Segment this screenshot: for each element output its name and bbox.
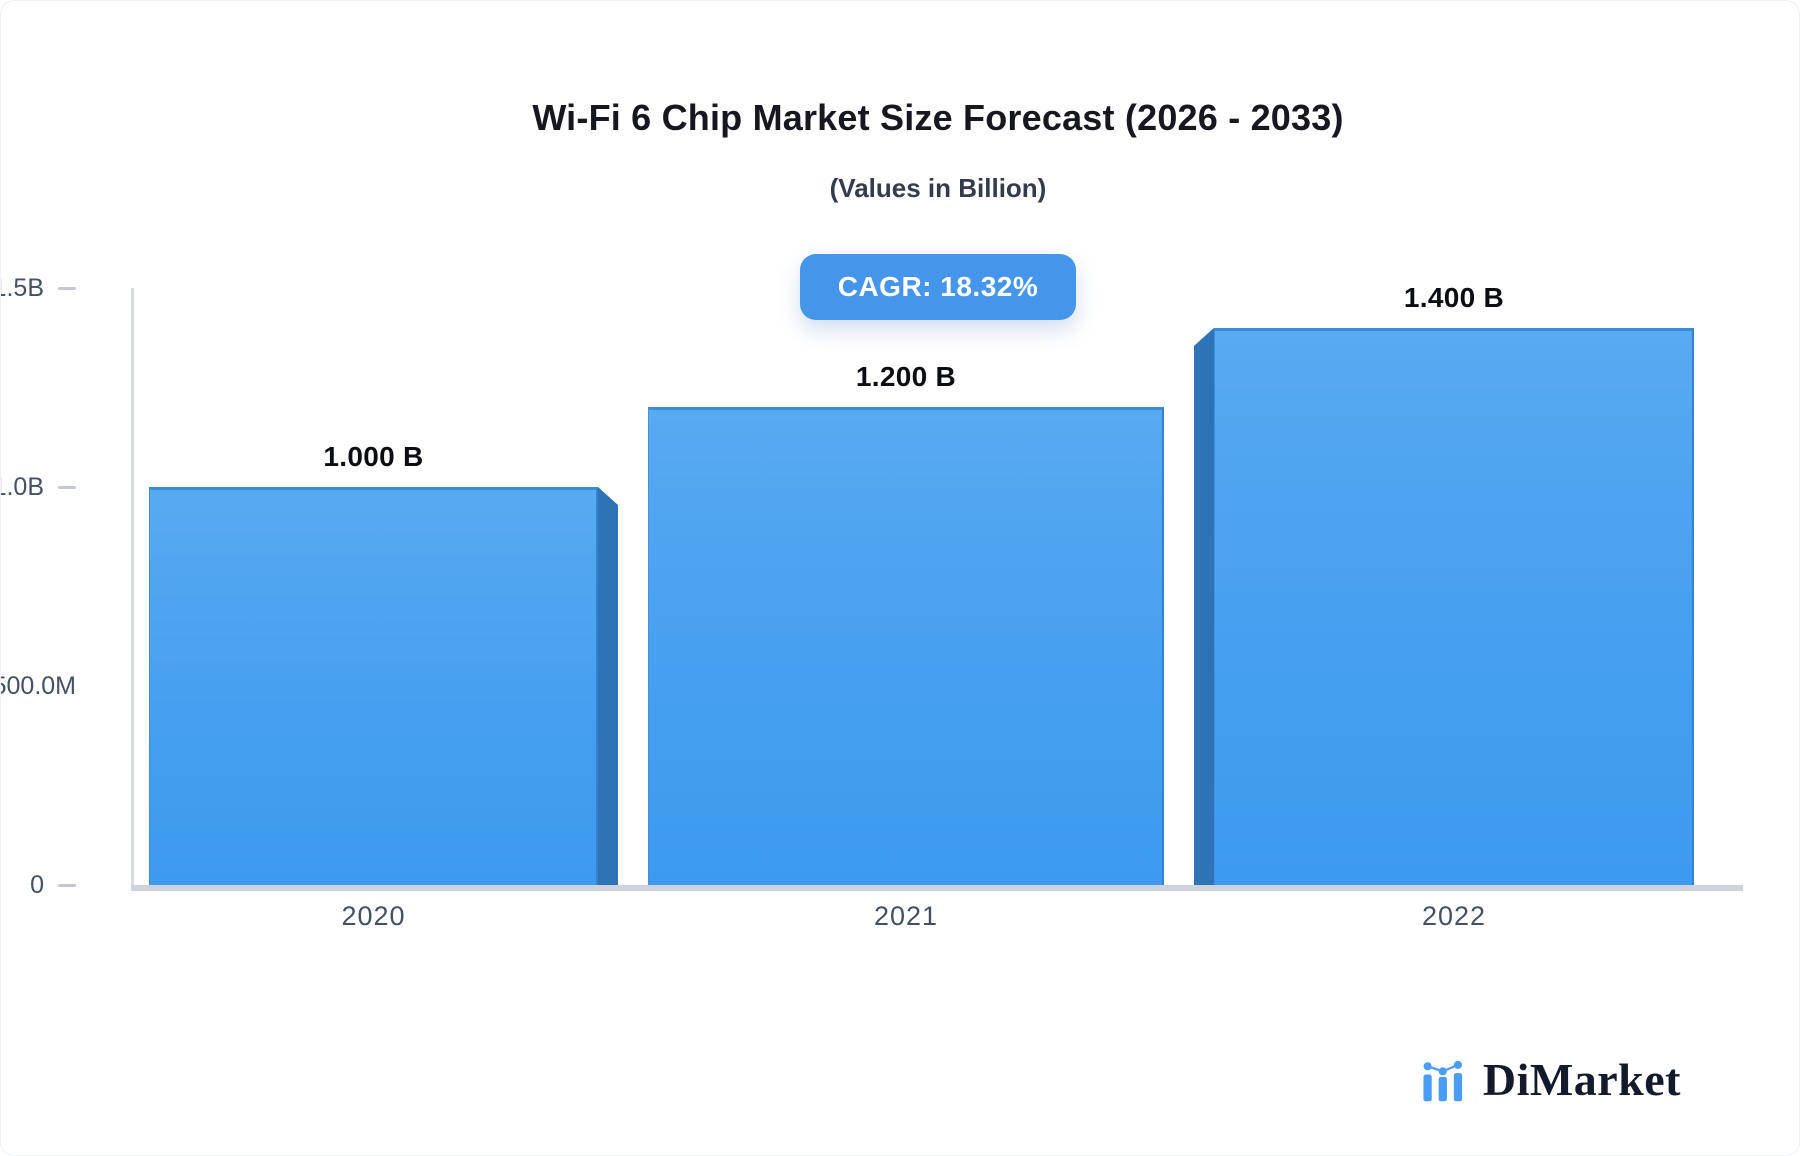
- plot-area: 1.5B 1.0B 500.0M 0 1.000 B 2020 1.200 B 2021 1.4…: [1, 274, 1758, 931]
- brand-name: DiMarket: [1482, 1054, 1681, 1105]
- y-axis-tick: 1.5B: [1, 273, 76, 303]
- bar-3d-edge-2022: [1194, 327, 1214, 885]
- bar-3d-edge-2020: [598, 487, 618, 885]
- x-axis-line: [131, 885, 1743, 891]
- chart-subtitle: (Values in Billion): [829, 173, 1047, 203]
- chart-title: Wi-Fi 6 Chip Market Size Forecast (2026 …: [532, 97, 1344, 138]
- y-axis-tick-dash: [58, 485, 76, 489]
- bar-2020: [149, 487, 598, 885]
- cagr-badge: CAGR: 18.32%: [799, 254, 1077, 320]
- y-axis-tick-label: 1.5B: [1, 273, 44, 302]
- bar-chart-logo-icon: [1423, 1060, 1462, 1102]
- y-axis-tick-label: 0: [30, 870, 44, 899]
- bar-value-label-2021: 1.200 B: [855, 361, 957, 393]
- y-axis-tick: 1.0B: [1, 472, 76, 502]
- y-axis-tick-label: 500.0M: [0, 671, 76, 700]
- bar-2021: [648, 407, 1164, 885]
- bar-value-label-2022: 1.400 B: [1403, 281, 1505, 313]
- x-axis-label-2020: 2020: [341, 901, 406, 931]
- cagr-badge-row: CAGR: 18.32%: [77, 254, 1799, 320]
- y-axis-tick: 500.0M: [0, 671, 76, 701]
- brand-logo: DiMarket: [1423, 1057, 1681, 1103]
- y-axis-tick-dash: [58, 883, 76, 887]
- y-axis-tick-dash: [58, 286, 76, 290]
- y-axis-tick: 0: [1, 870, 76, 900]
- x-axis-label-2022: 2022: [1421, 901, 1487, 931]
- bar-value-label-2020: 1.000 B: [323, 441, 424, 472]
- x-axis-label-2021: 2021: [873, 901, 939, 931]
- y-axis-tick-label: 1.0B: [1, 472, 44, 501]
- bar-2022: [1214, 327, 1694, 885]
- y-axis-line: [131, 288, 134, 891]
